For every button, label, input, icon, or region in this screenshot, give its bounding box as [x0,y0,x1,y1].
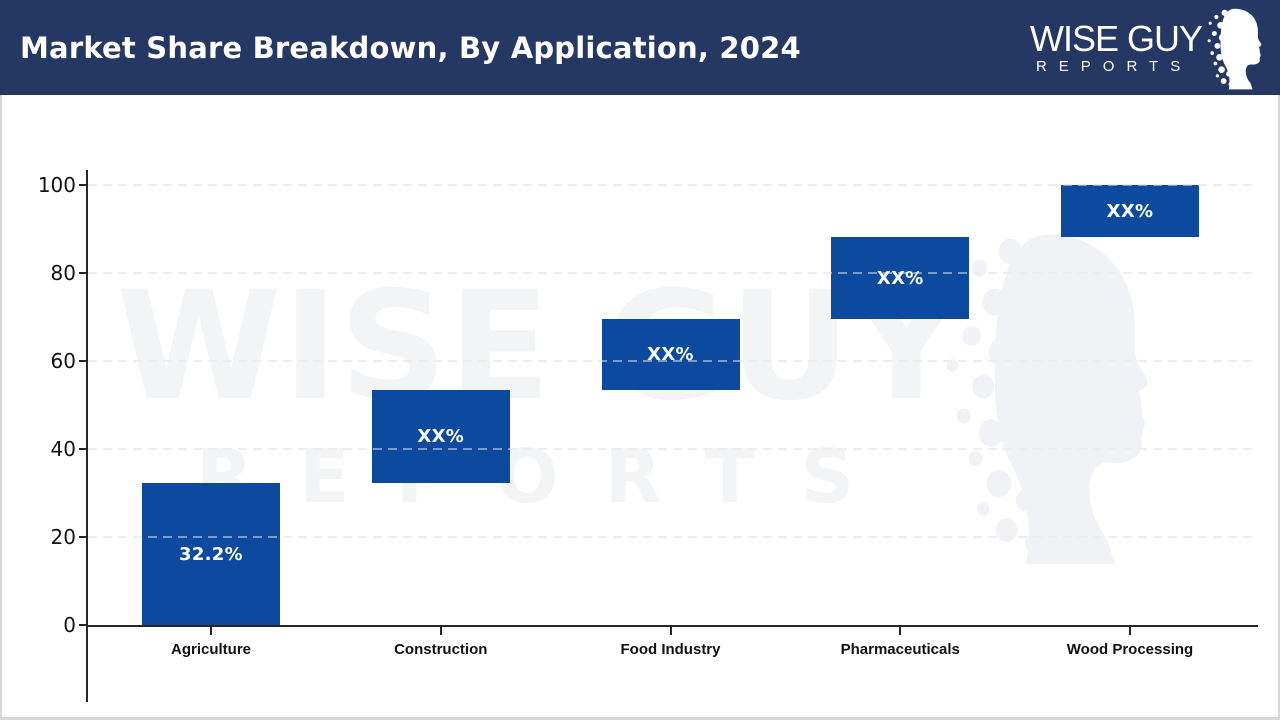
bar: 32.2% [142,483,280,625]
category-label: Food Industry [620,641,721,658]
page-border-bottom [0,717,1280,720]
y-tick-label: 0 [63,613,76,637]
gridline-overlay [88,536,1253,538]
y-tick [79,624,88,626]
logo: WISE GUY REPORTS [1030,6,1266,90]
x-tick [899,627,902,635]
page-border-left [0,95,2,720]
x-tick [1129,627,1131,635]
bar-label: XX% [417,425,465,447]
y-tick [79,360,88,362]
y-tick-label: 100 [37,173,76,197]
y-tick-label: 60 [50,349,76,373]
category-label: Pharmaceuticals [840,641,960,658]
gridline-overlay [88,448,1253,450]
bar: XX% [601,318,740,390]
y-tick-label: 40 [50,437,76,461]
gridline-overlay [88,272,1253,274]
y-tick [79,448,88,450]
page-border-right [1278,95,1280,720]
gridline [88,184,1253,186]
bar-label: 32.2% [179,543,243,565]
x-tick [210,627,212,635]
category-label: Wood Processing [1066,641,1194,658]
x-axis [86,625,1258,627]
y-axis [86,170,88,702]
bar-label: XX% [876,267,924,289]
watermark-text-reports: REPORTS [196,434,901,520]
bar-label: XX% [647,343,694,365]
watermark-text: WISE GUY [116,260,962,434]
gridline-overlay [88,360,1253,362]
logo-wordmark: WISE GUY REPORTS [1029,18,1203,76]
gridline [88,448,1253,450]
bar: XX% [831,237,970,319]
y-tick [79,272,88,274]
header: Market Share Breakdown, By Application, … [0,0,1280,95]
y-tick-label: 80 [50,261,76,285]
logo-title: WISE GUY [1029,18,1203,59]
face-profile-dots-icon [1207,8,1262,90]
chart-plot-area: 0 20 40 60 80 100 32.2% Agriculture XX% Construct… [0,95,1280,720]
gridline [88,536,1253,538]
x-tick [669,627,672,635]
y-tick-label: 20 [50,525,76,549]
y-tick [79,536,88,538]
x-tick [439,627,442,635]
bar: XX% [371,389,510,484]
logo-subtitle: REPORTS [1035,58,1193,75]
gridline-overlay [88,184,1253,186]
category-label: Agriculture [170,641,251,658]
category-label: Construction [394,641,488,658]
bar: XX% [1061,185,1199,238]
bar-label: XX% [1106,200,1154,222]
y-tick [79,184,88,186]
page-title: Market Share Breakdown, By Application, … [20,30,801,65]
gridline [88,272,1253,274]
